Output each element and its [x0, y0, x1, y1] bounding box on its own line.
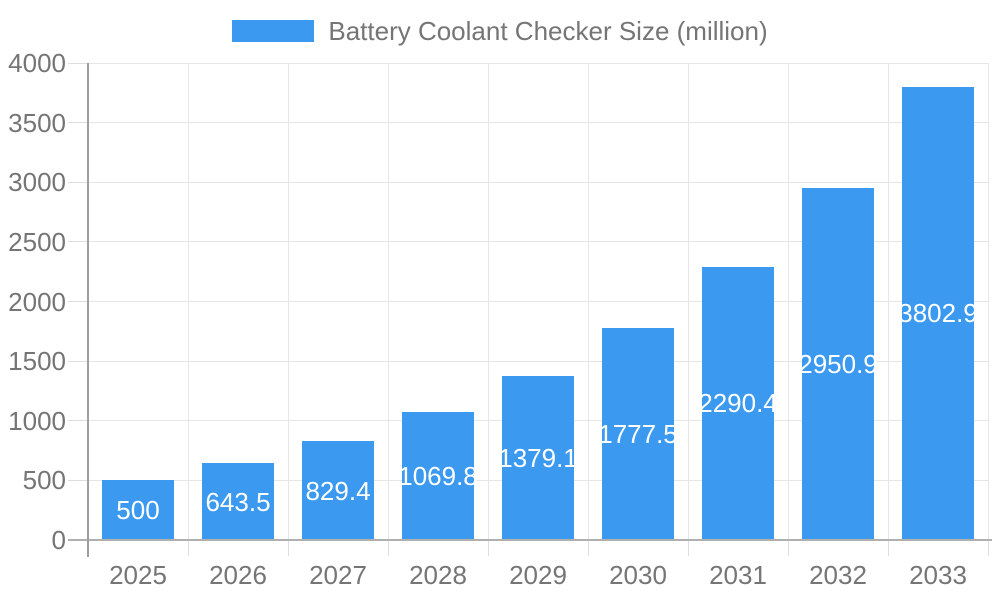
y-tick [68, 360, 88, 362]
y-axis-label: 4000 [8, 48, 66, 78]
bar-value-label: 2950.9 [798, 349, 878, 380]
x-tick [587, 540, 589, 556]
bar-2032[interactable] [802, 188, 874, 540]
gridline-vertical [587, 63, 589, 540]
y-axis-label: 1500 [8, 346, 66, 377]
y-tick [68, 301, 88, 302]
bar-2033[interactable] [902, 86, 974, 540]
bar-2027[interactable] [302, 441, 374, 540]
x-axis-label: 2026 [209, 560, 267, 590]
x-axis-label: 2029 [509, 560, 567, 590]
bar-value-label: 643.5 [205, 486, 271, 517]
x-tick [187, 540, 189, 556]
bar-2026[interactable] [202, 463, 274, 540]
gridline-vertical [187, 63, 189, 540]
y-axis-label: 2500 [8, 226, 66, 257]
gridline-vertical [887, 63, 889, 540]
bar-2028[interactable] [402, 412, 474, 540]
gridline-vertical [787, 63, 789, 540]
bar-value-label: 500 [116, 495, 160, 526]
x-tick [887, 540, 889, 556]
bar-value-label: 2290.4 [698, 388, 778, 419]
bar-value-label: 3802.9 [898, 298, 978, 329]
y-axis-label: 0 [51, 525, 66, 555]
gridline-horizontal [88, 241, 988, 243]
y-tick [68, 479, 88, 481]
plot-area [87, 62, 989, 540]
x-axis-label: 2031 [709, 560, 767, 590]
y-axis-label: 1000 [8, 405, 66, 436]
x-axis-label: 2030 [609, 560, 667, 590]
x-axis-label: 2033 [909, 560, 967, 590]
gridline-horizontal [88, 122, 988, 124]
bar-2031[interactable] [702, 266, 774, 540]
x-axis-label: 2028 [409, 560, 467, 590]
x-tick [487, 540, 489, 556]
y-tick [68, 122, 88, 124]
legend-swatch [232, 20, 315, 43]
bar-value-label: 1777.5 [598, 419, 678, 450]
y-axis-label: 3500 [8, 107, 66, 138]
y-axis-label: 500 [22, 465, 66, 496]
y-axis-label: 2000 [8, 286, 66, 317]
legend-item[interactable]: Battery Coolant Checker Size (million) [232, 16, 768, 46]
x-axis-label: 2027 [309, 560, 367, 590]
x-tick [387, 540, 389, 556]
gridline-vertical [287, 63, 289, 540]
bar-value-label: 1379.1 [498, 442, 578, 473]
x-axis-label: 2032 [809, 560, 867, 590]
bar-value-label: 829.4 [305, 475, 371, 506]
gridline-vertical [387, 63, 389, 540]
x-axis-label: 2025 [109, 560, 167, 590]
gridline-vertical [687, 63, 689, 540]
y-axis-label: 3000 [8, 167, 66, 198]
y-tick [68, 181, 88, 183]
gridline-vertical [487, 63, 489, 540]
x-axis-line [68, 539, 992, 541]
y-axis-line [87, 63, 89, 557]
y-tick [68, 420, 88, 422]
x-tick [687, 540, 689, 556]
gridline-horizontal [88, 181, 988, 183]
legend-label: Battery Coolant Checker Size (million) [328, 16, 768, 46]
bar-2025[interactable] [102, 480, 174, 540]
legend: Battery Coolant Checker Size (million) [0, 17, 1000, 46]
gridline-vertical [987, 63, 989, 540]
x-tick [787, 540, 789, 556]
y-tick [68, 241, 88, 243]
x-tick [987, 540, 989, 556]
gridline-horizontal [88, 62, 988, 64]
bar-2029[interactable] [502, 375, 574, 540]
gridline-horizontal [88, 301, 988, 302]
bar-2030[interactable] [602, 328, 674, 540]
gridline-horizontal [88, 360, 988, 362]
bar-value-label: 1069.8 [398, 461, 478, 492]
x-tick [287, 540, 289, 556]
y-tick [68, 62, 88, 64]
